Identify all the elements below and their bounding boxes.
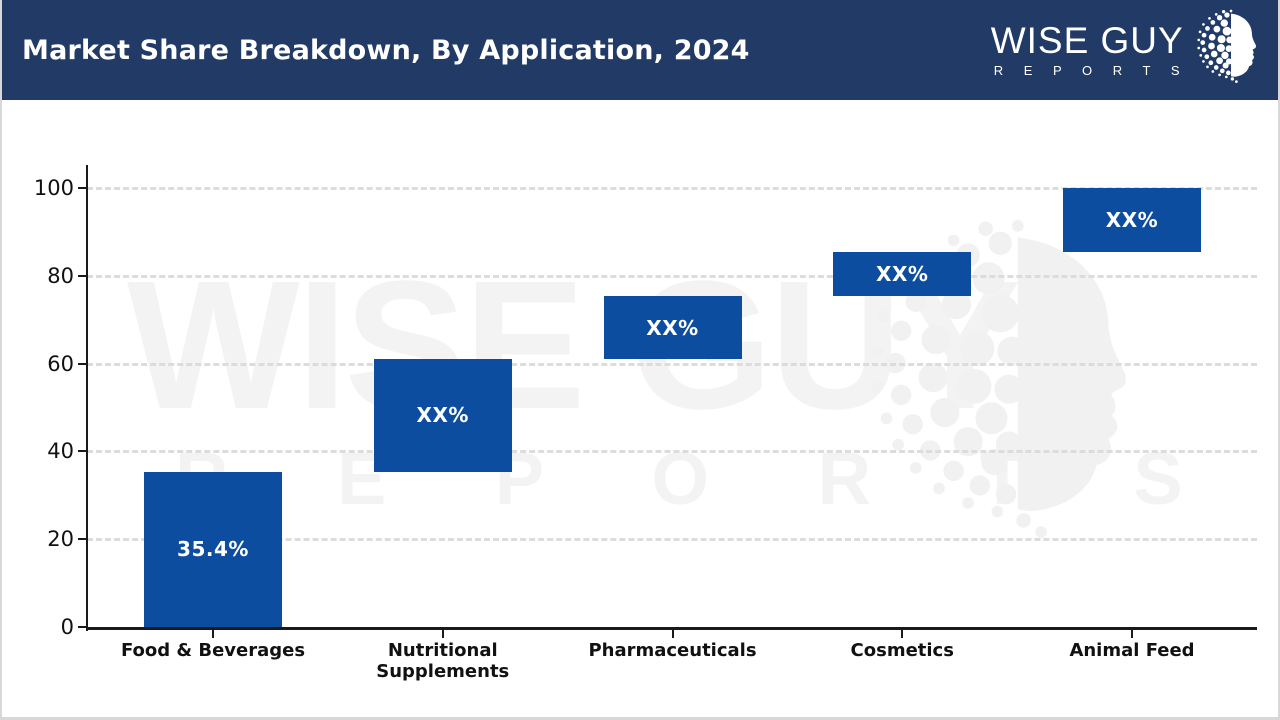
gridline-100 [87, 187, 1257, 190]
bar-value-label: XX% [646, 315, 699, 340]
y-tick-label-0: 0 [60, 615, 74, 639]
x-tick-mark-2 [671, 630, 674, 638]
x-tick-mark-0 [212, 630, 214, 638]
bar-value-label: XX% [416, 403, 469, 428]
x-tick-mark-4 [1131, 630, 1133, 638]
gridline-20 [87, 538, 1257, 542]
y-tick-mark-60 [78, 362, 87, 365]
bar-2: XX% [603, 295, 742, 360]
header-bar: Market Share Breakdown, By Application, … [2, 0, 1278, 100]
bar-3: XX% [833, 252, 972, 296]
watermark: WISE GUY R E P O R T S [127, 250, 1227, 521]
chart-area: WISE GUY R E P O R T S 0 20 40 60 80 100 35.4… [2, 100, 1278, 717]
x-tick-mark-1 [441, 630, 444, 638]
category-label: Nutritional Supplements [376, 640, 510, 682]
category-label: Animal Feed [1069, 640, 1195, 661]
gridline-40 [87, 450, 1257, 454]
y-tick-label-40: 40 [47, 439, 74, 464]
gridline-80 [87, 274, 1257, 278]
y-tick-label-20: 20 [47, 527, 74, 552]
y-tick-mark-100 [78, 187, 87, 189]
y-tick-mark-0 [78, 626, 87, 628]
bar-1: XX% [373, 359, 512, 472]
y-tick-label-80: 80 [47, 263, 74, 288]
gridline-60 [87, 362, 1257, 366]
logo-text: WISE GUY R E P O R T S [990, 20, 1188, 79]
watermark-subtitle: R E P O R T S [175, 437, 1227, 520]
y-tick-mark-20 [78, 538, 87, 541]
y-tick-mark-40 [78, 450, 87, 453]
wise-guy-reports-logo: WISE GUY R E P O R T S [991, 7, 1266, 93]
logo-wordmark: WISE GUY [990, 20, 1184, 61]
bar-0: 35.4% [144, 471, 282, 627]
page-title: Market Share Breakdown, By Application, … [22, 34, 750, 66]
bar-value-label: XX% [1105, 208, 1159, 233]
category-label: Pharmaceuticals [588, 640, 757, 661]
y-tick-label-100: 100 [33, 176, 74, 200]
logo-subtitle: R E P O R T S [993, 63, 1188, 78]
bar-value-label: XX% [876, 262, 929, 287]
category-label: Food & Beverages [120, 640, 306, 661]
y-axis-line [86, 165, 88, 631]
bar-4: XX% [1063, 188, 1201, 253]
bar-value-label: 35.4% [177, 537, 249, 562]
x-axis-line [86, 627, 1257, 630]
dotted-head-logo-icon [1197, 9, 1256, 83]
category-label: Cosmetics [850, 640, 954, 661]
x-tick-mark-3 [901, 630, 904, 638]
y-tick-mark-80 [78, 274, 87, 277]
y-tick-label-60: 60 [47, 351, 74, 376]
